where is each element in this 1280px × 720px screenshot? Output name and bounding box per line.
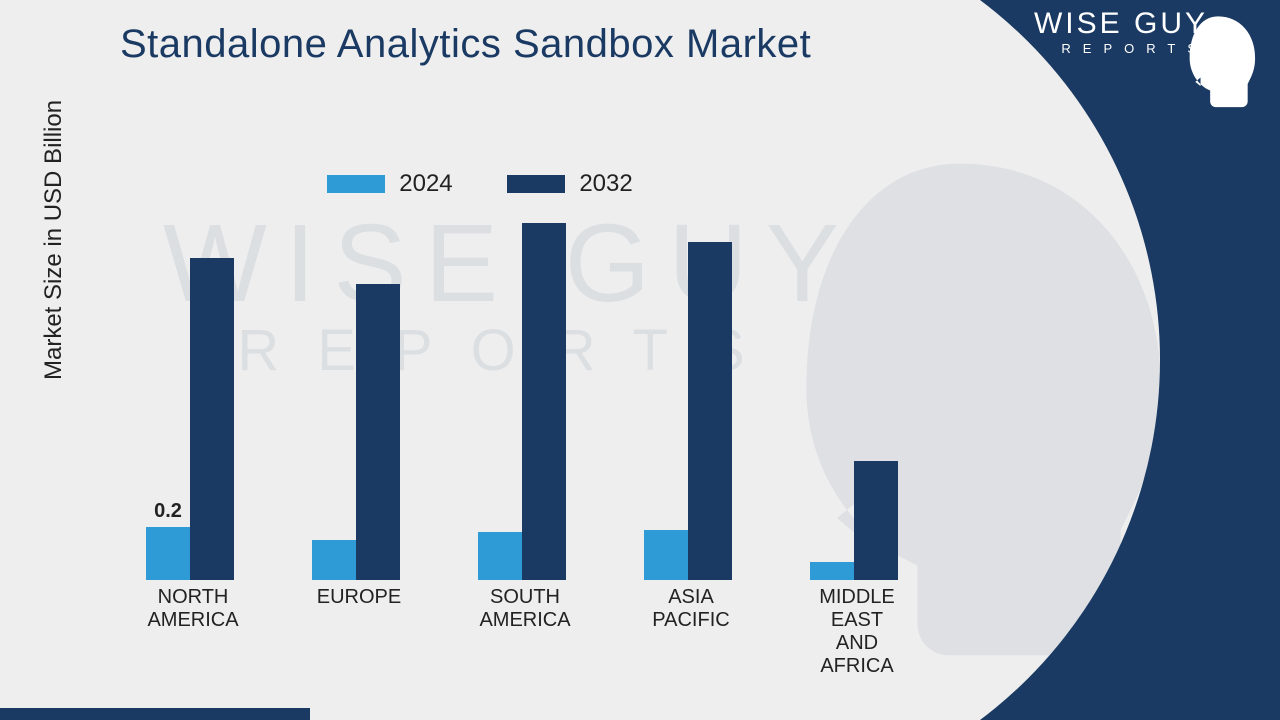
y-axis-label: Market Size in USD Billion xyxy=(40,100,68,380)
bar-value-label: 0.2 xyxy=(146,500,190,523)
bar xyxy=(522,223,566,580)
bottom-strip xyxy=(0,708,310,720)
bar xyxy=(146,527,190,580)
bar xyxy=(478,532,522,580)
bar xyxy=(312,540,356,580)
bar xyxy=(644,530,688,580)
bar xyxy=(854,461,898,580)
legend: 2024 2032 xyxy=(0,170,960,200)
x-axis-label: ASIA PACIFIC xyxy=(608,586,774,632)
plot-area: 0.2 xyxy=(110,210,940,580)
x-axis-label: MIDDLE EAST AND AFRICA xyxy=(774,586,940,678)
legend-item: 2032 xyxy=(507,170,632,198)
legend-item: 2024 xyxy=(327,170,452,198)
bar xyxy=(810,562,854,581)
chart-title: Standalone Analytics Sandbox Market xyxy=(120,22,811,67)
brand-line1: WISE GUY xyxy=(1034,8,1208,40)
legend-swatch xyxy=(507,175,565,193)
chart-canvas: WISE GUY REPORTS Standalone Analytics Sa… xyxy=(0,0,1280,720)
legend-label: 2032 xyxy=(579,170,632,198)
legend-swatch xyxy=(327,175,385,193)
bar xyxy=(190,258,234,580)
brand-line2: REPORTS xyxy=(1034,42,1208,56)
brand-logo: WISE GUY REPORTS xyxy=(1034,8,1262,55)
x-axis-label: NORTH AMERICA xyxy=(110,586,276,632)
x-axis-label: EUROPE xyxy=(276,586,442,609)
bar xyxy=(688,242,732,580)
x-axis-label: SOUTH AMERICA xyxy=(442,586,608,632)
bar xyxy=(356,284,400,580)
legend-label: 2024 xyxy=(399,170,452,198)
